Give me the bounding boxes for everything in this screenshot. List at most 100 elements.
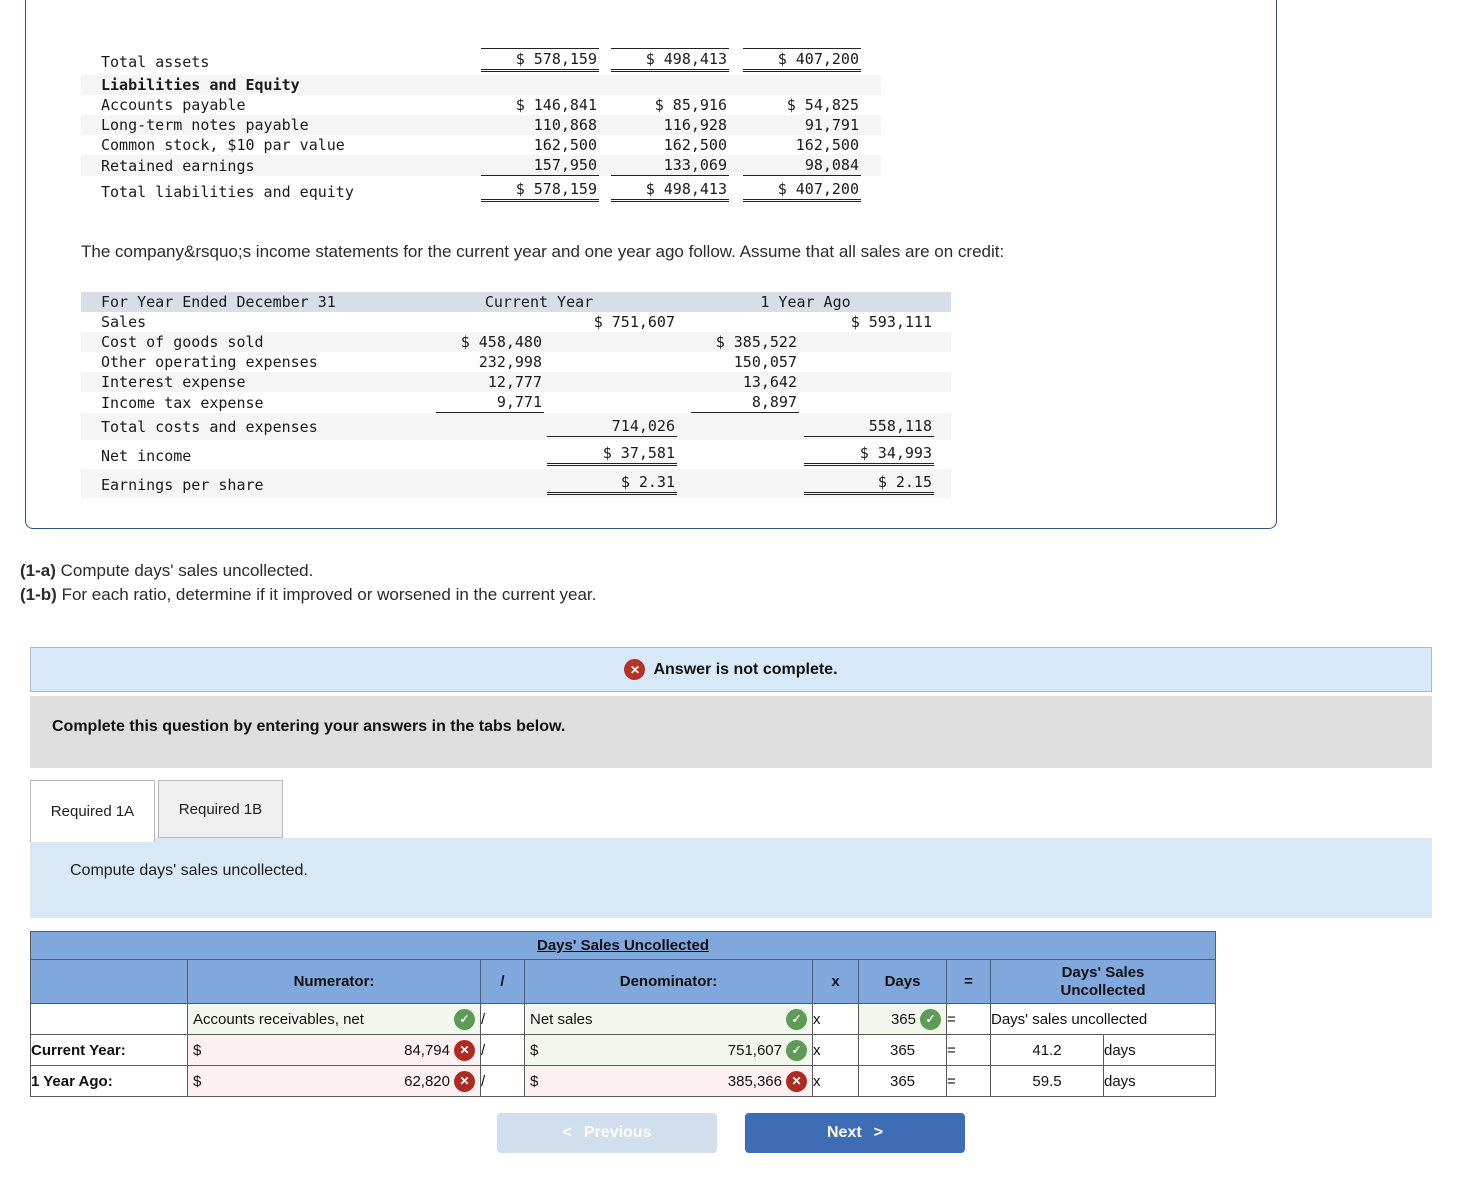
header-times: x	[812, 959, 859, 1004]
currency-symbol: $	[530, 1041, 539, 1059]
income-statement-table: For Year Ended December 31 Current Year …	[81, 292, 951, 498]
tab-required-1b[interactable]: Required 1B	[158, 780, 283, 838]
row-label: Common stock, $10 par value	[101, 136, 345, 154]
denominator-account-cell[interactable]: Net sales ✓	[524, 1003, 813, 1035]
row-label: Retained earnings	[101, 157, 255, 175]
cell-value: $ 385,522	[715, 333, 797, 351]
cell-value: 162,500	[663, 136, 727, 154]
days-constant-value: 365	[890, 1010, 916, 1028]
cell-value: $ 37,581	[547, 443, 677, 466]
required-tabs: Required 1A Required 1B	[30, 780, 1476, 842]
question-1a-label: (1-a)	[20, 561, 56, 580]
tab-required-1a[interactable]: Required 1A	[30, 780, 155, 842]
table-row: Liabilities and Equity	[81, 75, 881, 95]
cell-value: $ 146,841	[515, 96, 597, 114]
section-header: Liabilities and Equity	[101, 76, 300, 94]
result-value: 59.5	[990, 1065, 1104, 1097]
incorrect-x-icon: ✕	[454, 1039, 475, 1061]
row-label-blank	[30, 1003, 188, 1035]
result-label-cell: Days' sales uncollected	[990, 1003, 1216, 1035]
times-cell: x	[812, 1034, 859, 1066]
cell-value: $ 578,159	[481, 48, 599, 72]
table-row: Accounts payable $ 146,841 $ 85,916 $ 54…	[81, 95, 881, 115]
table-row: Income tax expense 9,771 8,897	[81, 392, 951, 413]
question-1b-label: (1-b)	[20, 585, 57, 604]
cell-value: $ 407,200	[743, 48, 861, 72]
cell-value: 110,868	[533, 116, 597, 134]
numerator-input-one-year-ago[interactable]: $ 62,820 ✕	[187, 1065, 481, 1097]
tab-label: Required 1A	[50, 803, 135, 820]
cell-value: $ 593,111	[850, 313, 932, 331]
column-header: Current Year	[484, 293, 594, 311]
correct-check-icon: ✓	[920, 1008, 941, 1030]
cell-value: $ 85,916	[654, 96, 727, 114]
status-banner: ✕ Answer is not complete.	[30, 647, 1432, 692]
tab-label: Required 1B	[178, 800, 263, 818]
incorrect-x-icon: ✕	[786, 1070, 807, 1092]
numerator-account-cell[interactable]: Accounts receivables, net ✓	[187, 1003, 481, 1035]
days-constant-cell[interactable]: 365 ✓	[858, 1003, 947, 1035]
next-button-label: Next	[826, 1124, 862, 1141]
cell-value: 232,998	[478, 353, 542, 371]
cell-value: 9,771	[436, 392, 544, 413]
cell-value: $ 2.31	[547, 472, 677, 495]
row-label: Earnings per share	[101, 476, 264, 494]
table-title: Days' Sales Uncollected	[537, 937, 709, 954]
instruction-box: Complete this question by entering your …	[30, 696, 1432, 768]
correct-check-icon: ✓	[786, 1039, 807, 1061]
row-label: Interest expense	[101, 373, 246, 391]
one-year-ago-row: 1 Year Ago: $ 62,820 ✕ / $ 385,366 ✕ x 365…	[30, 1065, 1216, 1097]
cell-value: $ 458,480	[460, 333, 542, 351]
equals-cell: =	[946, 1003, 991, 1035]
next-button[interactable]: Next >	[745, 1113, 965, 1153]
denominator-account-label: Net sales	[530, 1010, 593, 1028]
incorrect-x-icon: ✕	[454, 1070, 475, 1092]
table-row: Earnings per share $ 2.31 $ 2.15	[81, 469, 951, 498]
slash-cell: /	[480, 1003, 525, 1035]
cell-value: $ 578,159	[481, 179, 599, 202]
table-row: Cost of goods sold $ 458,480 $ 385,522	[81, 332, 951, 352]
currency-symbol: $	[193, 1072, 202, 1090]
incomplete-x-icon: ✕	[624, 659, 646, 680]
header-numerator: Numerator:	[187, 959, 481, 1004]
cell-value: $ 407,200	[743, 179, 861, 202]
cell-value: 98,084	[743, 155, 861, 176]
result-unit: days	[1103, 1065, 1216, 1097]
table-header-row: Numerator: / Denominator: x Days = Days'…	[30, 959, 1216, 1004]
days-value: 365	[858, 1034, 947, 1066]
table-row: Total assets $ 578,159 $ 498,413 $ 407,2…	[81, 45, 881, 75]
row-label: Accounts payable	[101, 96, 246, 114]
days-sales-uncollected-table: Days' Sales Uncollected Numerator: / Den…	[30, 931, 1216, 1097]
cell-value: 558,118	[804, 416, 934, 437]
row-label: Other operating expenses	[101, 353, 318, 371]
table-row: Other operating expenses 232,998 150,057	[81, 352, 951, 372]
row-label: 1 Year Ago:	[30, 1065, 188, 1097]
table-row: Net income $ 37,581 $ 34,993	[81, 440, 951, 469]
cell-value: 91,791	[804, 116, 859, 134]
row-label: Sales	[101, 313, 147, 331]
times-cell: x	[812, 1065, 859, 1097]
denominator-input-current-year[interactable]: $ 751,607 ✓	[524, 1034, 813, 1066]
days-value: 365	[858, 1065, 947, 1097]
currency-symbol: $	[530, 1072, 539, 1090]
column-header: 1 Year Ago	[760, 293, 851, 311]
current-year-row: Current Year: $ 84,794 ✕ / $ 751,607 ✓ x 3…	[30, 1034, 1216, 1066]
correct-check-icon: ✓	[454, 1008, 475, 1030]
correct-check-icon: ✓	[786, 1008, 807, 1030]
header-blank-cell	[30, 959, 188, 1004]
table-row: Sales $ 751,607 $ 593,111	[81, 312, 951, 332]
numerator-input-current-year[interactable]: $ 84,794 ✕	[187, 1034, 481, 1066]
table-row: Total liabilities and equity $ 578,159 $…	[81, 176, 881, 205]
question-1b: (1-b) For each ratio, determine if it im…	[20, 583, 1476, 607]
formula-row: Accounts receivables, net ✓ / Net sales …	[30, 1003, 1216, 1035]
denominator-input-one-year-ago[interactable]: $ 385,366 ✕	[524, 1065, 813, 1097]
tab-panel-prompt: Compute days' sales uncollected.	[30, 838, 1432, 918]
numerator-value: 62,820	[404, 1072, 450, 1090]
panel-prompt-text: Compute days' sales uncollected.	[70, 862, 308, 879]
denominator-value: 751,607	[727, 1041, 782, 1059]
previous-button[interactable]: < Previous	[497, 1113, 717, 1153]
cell-value: 162,500	[533, 136, 597, 154]
row-label: Cost of goods sold	[101, 333, 264, 351]
table-row: Retained earnings 157,950 133,069 98,084	[81, 155, 881, 176]
currency-symbol: $	[193, 1041, 202, 1059]
